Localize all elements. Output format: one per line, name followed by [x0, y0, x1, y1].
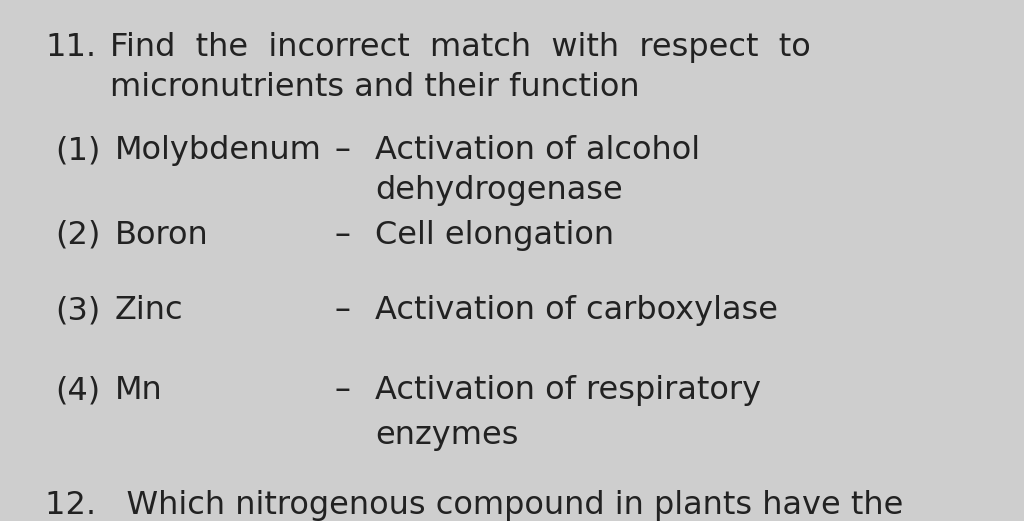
- Text: –: –: [335, 135, 351, 166]
- Text: 11.: 11.: [45, 32, 96, 63]
- Text: –: –: [335, 295, 351, 326]
- Text: Cell elongation: Cell elongation: [375, 220, 614, 251]
- Text: Activation of alcohol: Activation of alcohol: [375, 135, 700, 166]
- Text: Zinc: Zinc: [115, 295, 183, 326]
- Text: Boron: Boron: [115, 220, 209, 251]
- Text: (2): (2): [55, 220, 100, 251]
- Text: 12.   Which nitrogenous compound in plants have the: 12. Which nitrogenous compound in plants…: [45, 490, 903, 521]
- Text: –: –: [335, 220, 351, 251]
- Text: (1): (1): [55, 135, 100, 166]
- Text: (3): (3): [55, 295, 100, 326]
- Text: Activation of respiratory: Activation of respiratory: [375, 375, 761, 406]
- Text: –: –: [335, 375, 351, 406]
- Text: enzymes: enzymes: [375, 420, 518, 451]
- Text: (4): (4): [55, 375, 100, 406]
- Text: micronutrients and their function: micronutrients and their function: [110, 72, 640, 103]
- Text: dehydrogenase: dehydrogenase: [375, 175, 623, 206]
- Text: Molybdenum: Molybdenum: [115, 135, 322, 166]
- Text: Mn: Mn: [115, 375, 163, 406]
- Text: Find  the  incorrect  match  with  respect  to: Find the incorrect match with respect to: [110, 32, 811, 63]
- Text: Activation of carboxylase: Activation of carboxylase: [375, 295, 778, 326]
